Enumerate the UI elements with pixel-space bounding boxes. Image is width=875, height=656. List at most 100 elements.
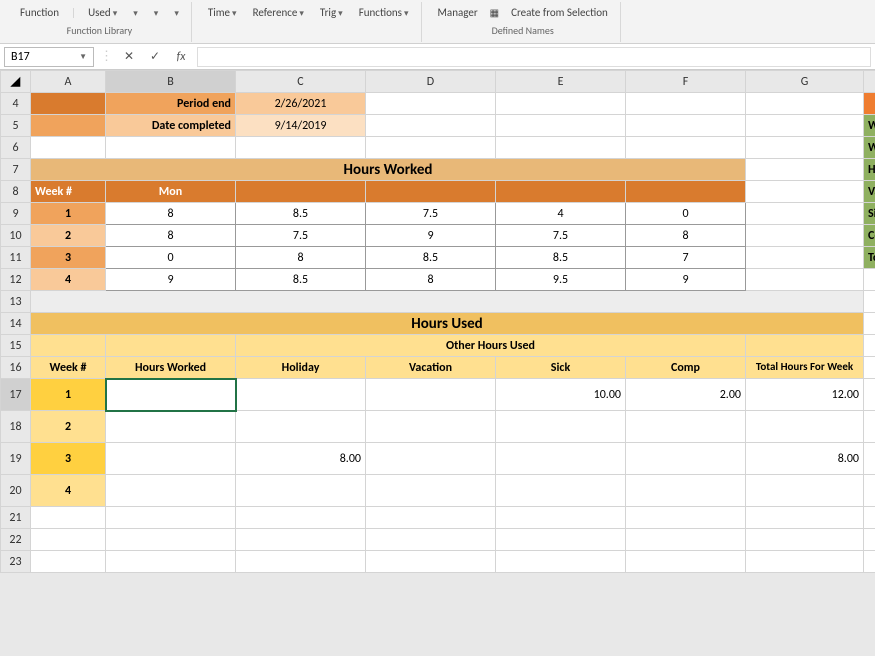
row-header-18[interactable]: 18 bbox=[1, 411, 31, 443]
cell-D10[interactable]: 9 bbox=[366, 225, 496, 247]
row-14[interactable]: 14 Hours Used bbox=[1, 313, 875, 335]
hours-worked-title[interactable]: Hours Worked bbox=[31, 159, 746, 181]
cell-F16[interactable]: Comp bbox=[626, 357, 746, 379]
col-header-G[interactable]: G bbox=[746, 71, 864, 93]
row-10[interactable]: 10 2 8 7.5 9 7.5 8 Comp bbox=[1, 225, 875, 247]
other-hours-sub[interactable]: Other Hours Used bbox=[236, 335, 746, 357]
cell-B9[interactable]: 8 bbox=[106, 203, 236, 225]
col-header-edge[interactable] bbox=[864, 71, 875, 93]
row-9[interactable]: 9 1 8 8.5 7.5 4 0 Sick bbox=[1, 203, 875, 225]
row-19[interactable]: 19 3 8.00 8.00 bbox=[1, 443, 875, 475]
cell-C19[interactable]: 8.00 bbox=[236, 443, 366, 475]
row-16[interactable]: 16 Week # Hours Worked Holiday Vacation … bbox=[1, 357, 875, 379]
ribbon-reference[interactable]: Reference bbox=[249, 4, 308, 21]
row-header-21[interactable]: 21 bbox=[1, 507, 31, 529]
row-12[interactable]: 12 4 9 8.5 8 9.5 9 bbox=[1, 269, 875, 291]
row-6[interactable]: 6 Work bbox=[1, 137, 875, 159]
ribbon-insert-function[interactable]: Function bbox=[16, 4, 63, 21]
side-r9[interactable]: Sick bbox=[864, 203, 875, 225]
col-header-D[interactable]: D bbox=[366, 71, 496, 93]
col-header-A[interactable]: A bbox=[31, 71, 106, 93]
col-header-F[interactable]: F bbox=[626, 71, 746, 93]
cell-B5[interactable]: Date completed bbox=[106, 115, 236, 137]
cell-C12[interactable]: 8.5 bbox=[236, 269, 366, 291]
col-header-B[interactable]: B bbox=[106, 71, 236, 93]
side-r5[interactable]: Week bbox=[864, 115, 875, 137]
cell-A20[interactable]: 4 bbox=[31, 475, 106, 507]
cell-D9[interactable]: 7.5 bbox=[366, 203, 496, 225]
row-20[interactable]: 20 4 bbox=[1, 475, 875, 507]
cell-C16[interactable]: Holiday bbox=[236, 357, 366, 379]
row-header-14[interactable]: 14 bbox=[1, 313, 31, 335]
cell-A11[interactable]: 3 bbox=[31, 247, 106, 269]
cell-A19[interactable]: 3 bbox=[31, 443, 106, 475]
cell-E9[interactable]: 4 bbox=[496, 203, 626, 225]
cell-D11[interactable]: 8.5 bbox=[366, 247, 496, 269]
row-header-16[interactable]: 16 bbox=[1, 357, 31, 379]
ribbon-recently-used[interactable]: Used bbox=[84, 4, 121, 21]
side-r11[interactable]: Total bbox=[864, 247, 875, 269]
cell-F12[interactable]: 9 bbox=[626, 269, 746, 291]
col-header-E[interactable]: E bbox=[496, 71, 626, 93]
cell-C9[interactable]: 8.5 bbox=[236, 203, 366, 225]
row-23[interactable]: 23 bbox=[1, 551, 875, 573]
ribbon-time[interactable]: Time bbox=[204, 4, 241, 21]
side-r8[interactable]: Vacat bbox=[864, 181, 875, 203]
hours-used-title[interactable]: Hours Used bbox=[31, 313, 864, 335]
ribbon-dd-2[interactable] bbox=[150, 4, 163, 21]
cell-A9[interactable]: 1 bbox=[31, 203, 106, 225]
ribbon-dd-1[interactable] bbox=[129, 4, 142, 21]
cell-F17[interactable]: 2.00 bbox=[626, 379, 746, 411]
row-18[interactable]: 18 2 bbox=[1, 411, 875, 443]
row-header-15[interactable]: 15 bbox=[1, 335, 31, 357]
cell-B17-selected[interactable] bbox=[106, 379, 236, 411]
cell-G19[interactable]: 8.00 bbox=[746, 443, 864, 475]
cell-G17[interactable]: 12.00 bbox=[746, 379, 864, 411]
cell-E11[interactable]: 8.5 bbox=[496, 247, 626, 269]
row-4[interactable]: 4 Period end 2/26/2021 bbox=[1, 93, 875, 115]
cell-C11[interactable]: 8 bbox=[236, 247, 366, 269]
cell-A18[interactable]: 2 bbox=[31, 411, 106, 443]
cell-C4[interactable]: 2/26/2021 bbox=[236, 93, 366, 115]
enter-formula-button[interactable]: ✓ bbox=[145, 47, 165, 67]
row-header-13[interactable]: 13 bbox=[1, 291, 31, 313]
cell-A8[interactable]: Week # bbox=[31, 181, 106, 203]
row-header-20[interactable]: 20 bbox=[1, 475, 31, 507]
row-header-7[interactable]: 7 bbox=[1, 159, 31, 181]
row-21[interactable]: 21 bbox=[1, 507, 875, 529]
cell-F9[interactable]: 0 bbox=[626, 203, 746, 225]
row-13[interactable]: 13 bbox=[1, 291, 875, 313]
cell-A16[interactable]: Week # bbox=[31, 357, 106, 379]
row-11[interactable]: 11 3 0 8 8.5 8.5 7 Total bbox=[1, 247, 875, 269]
side-r10[interactable]: Comp bbox=[864, 225, 875, 247]
cell-B10[interactable]: 8 bbox=[106, 225, 236, 247]
col-header-C[interactable]: C bbox=[236, 71, 366, 93]
cell-E10[interactable]: 7.5 bbox=[496, 225, 626, 247]
cell-D16[interactable]: Vacation bbox=[366, 357, 496, 379]
row-5[interactable]: 5 Date completed 9/14/2019 Week bbox=[1, 115, 875, 137]
row-header-8[interactable]: 8 bbox=[1, 181, 31, 203]
name-box-dropdown-icon[interactable]: ▼ bbox=[79, 52, 87, 62]
row-header-23[interactable]: 23 bbox=[1, 551, 31, 573]
cell-B12[interactable]: 9 bbox=[106, 269, 236, 291]
spreadsheet-grid[interactable]: ◢ A B C D E F G 4 Period end 2/26/2021 5… bbox=[0, 70, 875, 573]
cell-E17[interactable]: 10.00 bbox=[496, 379, 626, 411]
row-header-4[interactable]: 4 bbox=[1, 93, 31, 115]
row-header-17[interactable]: 17 bbox=[1, 379, 31, 411]
row-header-19[interactable]: 19 bbox=[1, 443, 31, 475]
row-header-11[interactable]: 11 bbox=[1, 247, 31, 269]
row-17[interactable]: 17 1 10.00 2.00 12.00 bbox=[1, 379, 875, 411]
cell-G16[interactable]: Total Hours For Week bbox=[746, 357, 864, 379]
name-box[interactable]: B17 ▼ bbox=[4, 47, 94, 67]
cell-E16[interactable]: Sick bbox=[496, 357, 626, 379]
row-header-6[interactable]: 6 bbox=[1, 137, 31, 159]
select-all-corner[interactable]: ◢ bbox=[1, 71, 31, 93]
cell-C17[interactable] bbox=[236, 379, 366, 411]
ribbon-trig[interactable]: Trig bbox=[316, 4, 347, 21]
ribbon-create-from-selection[interactable]: Create from Selection bbox=[507, 4, 612, 21]
side-r6[interactable]: Work bbox=[864, 137, 875, 159]
ribbon-functions[interactable]: Functions bbox=[355, 4, 413, 21]
cell-F10[interactable]: 8 bbox=[626, 225, 746, 247]
ribbon-name-manager[interactable]: Manager bbox=[434, 4, 482, 21]
ribbon-dd-3[interactable] bbox=[170, 4, 183, 21]
